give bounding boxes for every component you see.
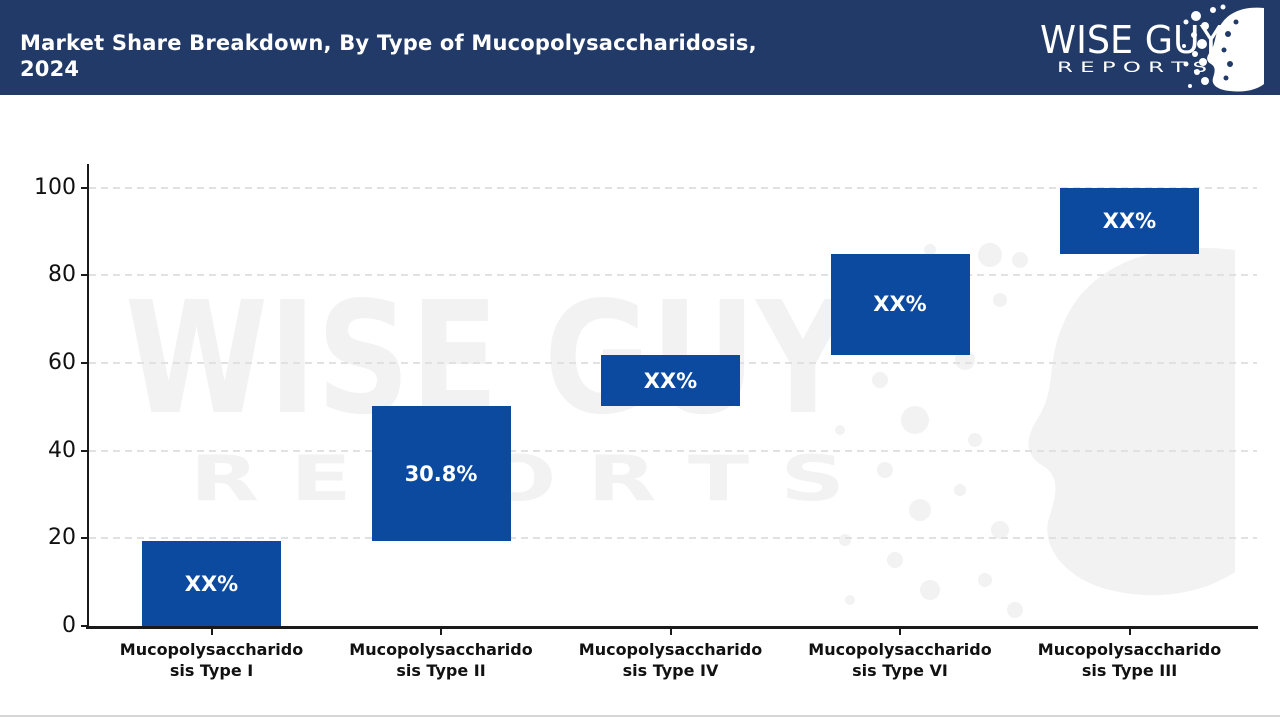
y-tick-40 — [81, 449, 88, 452]
y-tick-20 — [81, 537, 88, 540]
x-category-label: Mucopolysaccharido sis Type IV — [531, 639, 811, 681]
y-tick-80 — [81, 274, 88, 277]
x-tick — [210, 628, 213, 635]
y-tick-label-0: 0 — [62, 613, 76, 638]
header-banner: Market Share Breakdown, By Type of Mucop… — [0, 0, 1280, 95]
gridline-100 — [89, 186, 1257, 189]
bar-value-label: XX% — [873, 292, 927, 317]
x-category-label-line: sis Type VI — [852, 661, 948, 680]
logo-face-icon — [1182, 4, 1264, 92]
x-category-label: Mucopolysaccharido sis Type VI — [760, 639, 1040, 681]
bar-segment — [1060, 187, 1199, 254]
gridline-80 — [89, 274, 1257, 277]
bar-segment — [371, 406, 511, 542]
page-title-line1: Market Share Breakdown, By Type of Mucop… — [20, 31, 757, 55]
x-category-label-line: Mucopolysaccharido — [1037, 640, 1222, 659]
gridline-20 — [89, 537, 1257, 540]
x-tick — [669, 628, 672, 635]
bar-value-label: XX% — [184, 571, 239, 596]
x-category-label-line: Mucopolysaccharido — [119, 640, 304, 659]
x-axis-line — [86, 626, 1258, 629]
bar-value-label: XX% — [1102, 208, 1157, 233]
bar-value-label: XX% — [643, 368, 698, 393]
bar-value-label: 30.8% — [404, 461, 478, 486]
logo-face-dots — [1221, 19, 1239, 81]
gridline-40 — [89, 449, 1257, 452]
x-category-label-line: sis Type IV — [622, 661, 719, 680]
y-tick-0 — [81, 625, 88, 627]
x-category-label-line: sis Type II — [396, 661, 486, 680]
x-category-label-line: Mucopolysaccharido — [808, 640, 992, 659]
x-category-label-line: Mucopolysaccharido — [349, 640, 533, 659]
x-category-label-line: sis Type I — [169, 661, 254, 680]
page-title: Market Share Breakdown, By Type of Mucop… — [20, 30, 757, 82]
y-tick-label-20: 20 — [48, 525, 76, 551]
y-tick-label-80: 80 — [48, 262, 76, 288]
y-axis-line — [87, 164, 89, 628]
bar-segment — [601, 355, 740, 407]
x-category-label: Mucopolysaccharido sis Type II — [301, 639, 581, 681]
watermark-subtitle: R E P O R T S — [190, 442, 845, 515]
bar-segment — [142, 541, 281, 626]
y-tick-60 — [81, 361, 88, 364]
y-tick-100 — [81, 186, 88, 189]
x-category-label-line: sis Type III — [1081, 661, 1178, 680]
page-title-line2: 2024 — [20, 57, 80, 81]
x-category-label: Mucopolysaccharido sis Type III — [990, 639, 1270, 681]
footer-divider — [0, 715, 1280, 717]
y-tick-label-100: 100 — [34, 174, 76, 200]
x-category-label: Mucopolysaccharido sis Type I — [72, 639, 352, 681]
logo-subtitle: R E P O R T S — [1057, 60, 1207, 76]
x-tick — [440, 628, 442, 635]
y-tick-label-40: 40 — [48, 437, 76, 463]
x-category-label-line: Mucopolysaccharido — [578, 640, 763, 659]
y-tick-label-60: 60 — [48, 349, 76, 375]
x-tick — [899, 628, 901, 635]
x-tick — [1128, 628, 1131, 635]
wise-guy-logo: WISE GUY R E P O R T S — [1040, 4, 1264, 92]
bar-segment — [830, 253, 970, 355]
